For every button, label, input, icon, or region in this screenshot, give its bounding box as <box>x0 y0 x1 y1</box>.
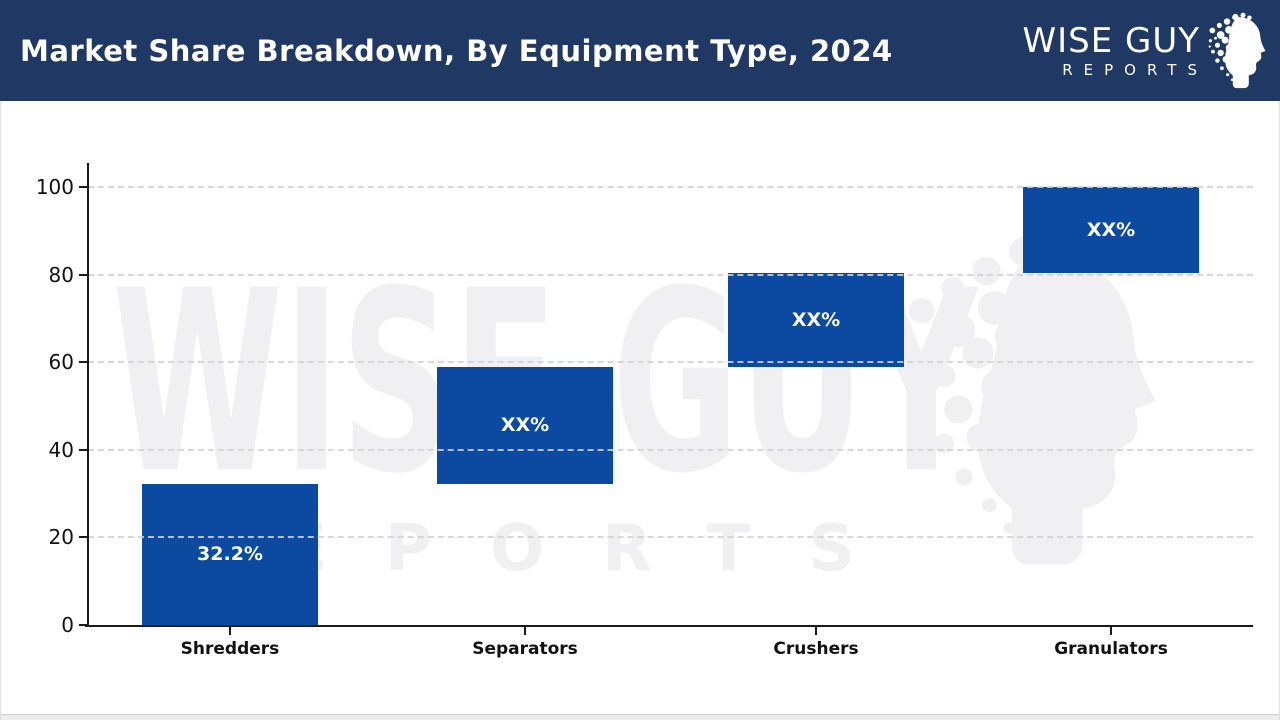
logo-subtext: REPORTS <box>1062 61 1208 80</box>
bar-value-label: XX% <box>791 308 841 331</box>
gridline-80 <box>88 273 1253 276</box>
y-tick-label-0: 0 <box>61 613 74 637</box>
bar-granulators: XX% <box>1023 187 1199 274</box>
bottom-strip <box>0 714 1280 720</box>
chart-title: Market Share Breakdown, By Equipment Typ… <box>20 33 893 68</box>
gridlines-layer <box>0 101 1280 714</box>
logo-head-icon <box>1208 12 1266 89</box>
x-tick-crushers <box>815 627 817 635</box>
logo-wordmark: WISE GUY <box>1022 20 1200 61</box>
axes-layer <box>0 101 1280 714</box>
y-tick-0 <box>79 624 87 626</box>
x-tick-separators <box>524 627 526 635</box>
y-tick-label-80: 80 <box>48 262 74 287</box>
header: Market Share Breakdown, By Equipment Typ… <box>0 0 1280 101</box>
x-tick-granulators <box>1110 627 1112 635</box>
gridline-100 <box>88 186 1253 188</box>
x-tick-label-granulators: Granulators <box>1054 639 1168 659</box>
bar-shredders: 32.2% <box>142 483 318 625</box>
y-tick-40 <box>79 448 87 451</box>
bar-separators: XX% <box>437 366 613 484</box>
y-axis-line <box>87 163 89 627</box>
chart-area: WISE GUY REPORTS 32.2% XX% XX% XX% 0 20 40 60 8… <box>0 101 1280 714</box>
gridline-20 <box>88 536 1253 539</box>
x-tick-label-separators: Separators <box>472 639 578 659</box>
y-tick-60 <box>79 361 87 364</box>
x-tick-label-shredders: Shredders <box>180 639 280 659</box>
x-axis-line <box>85 625 1253 627</box>
bar-crushers: XX% <box>728 273 904 367</box>
gridline-40 <box>88 448 1253 451</box>
gridline-60 <box>88 361 1253 364</box>
y-tick-label-40: 40 <box>48 437 74 462</box>
bar-value-label: XX% <box>500 414 550 437</box>
x-tick-shredders <box>229 627 231 635</box>
x-tick-label-crushers: Crushers <box>773 639 859 659</box>
bar-value-label: XX% <box>1086 219 1136 242</box>
logo-text: WISE GUY REPORTS <box>1022 20 1200 79</box>
y-tick-label-20: 20 <box>48 525 74 550</box>
bars-layer: 32.2% XX% XX% XX% <box>0 101 1280 714</box>
bar-value-label: 32.2% <box>197 543 263 566</box>
y-tick-label-60: 60 <box>48 350 74 375</box>
wise-guy-logo: WISE GUY REPORTS <box>1022 9 1268 93</box>
y-tick-label-100: 100 <box>35 175 74 199</box>
y-tick-80 <box>79 273 87 276</box>
y-tick-20 <box>79 536 87 539</box>
axis-labels-layer: 0 20 40 60 80 100 Shredders Separators Crushers G… <box>0 101 1280 714</box>
y-tick-100 <box>79 186 87 188</box>
